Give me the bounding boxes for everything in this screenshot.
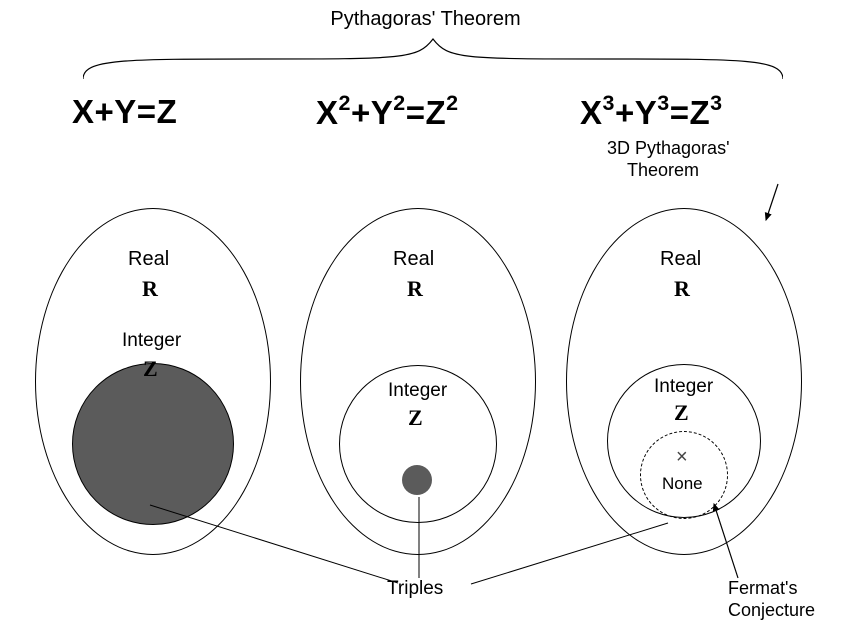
diagram-canvas: Pythagoras' Theorem X+Y=Z X2+Y2=Z2 X3+Y3… xyxy=(0,0,851,644)
arrow-fermat xyxy=(0,0,851,644)
